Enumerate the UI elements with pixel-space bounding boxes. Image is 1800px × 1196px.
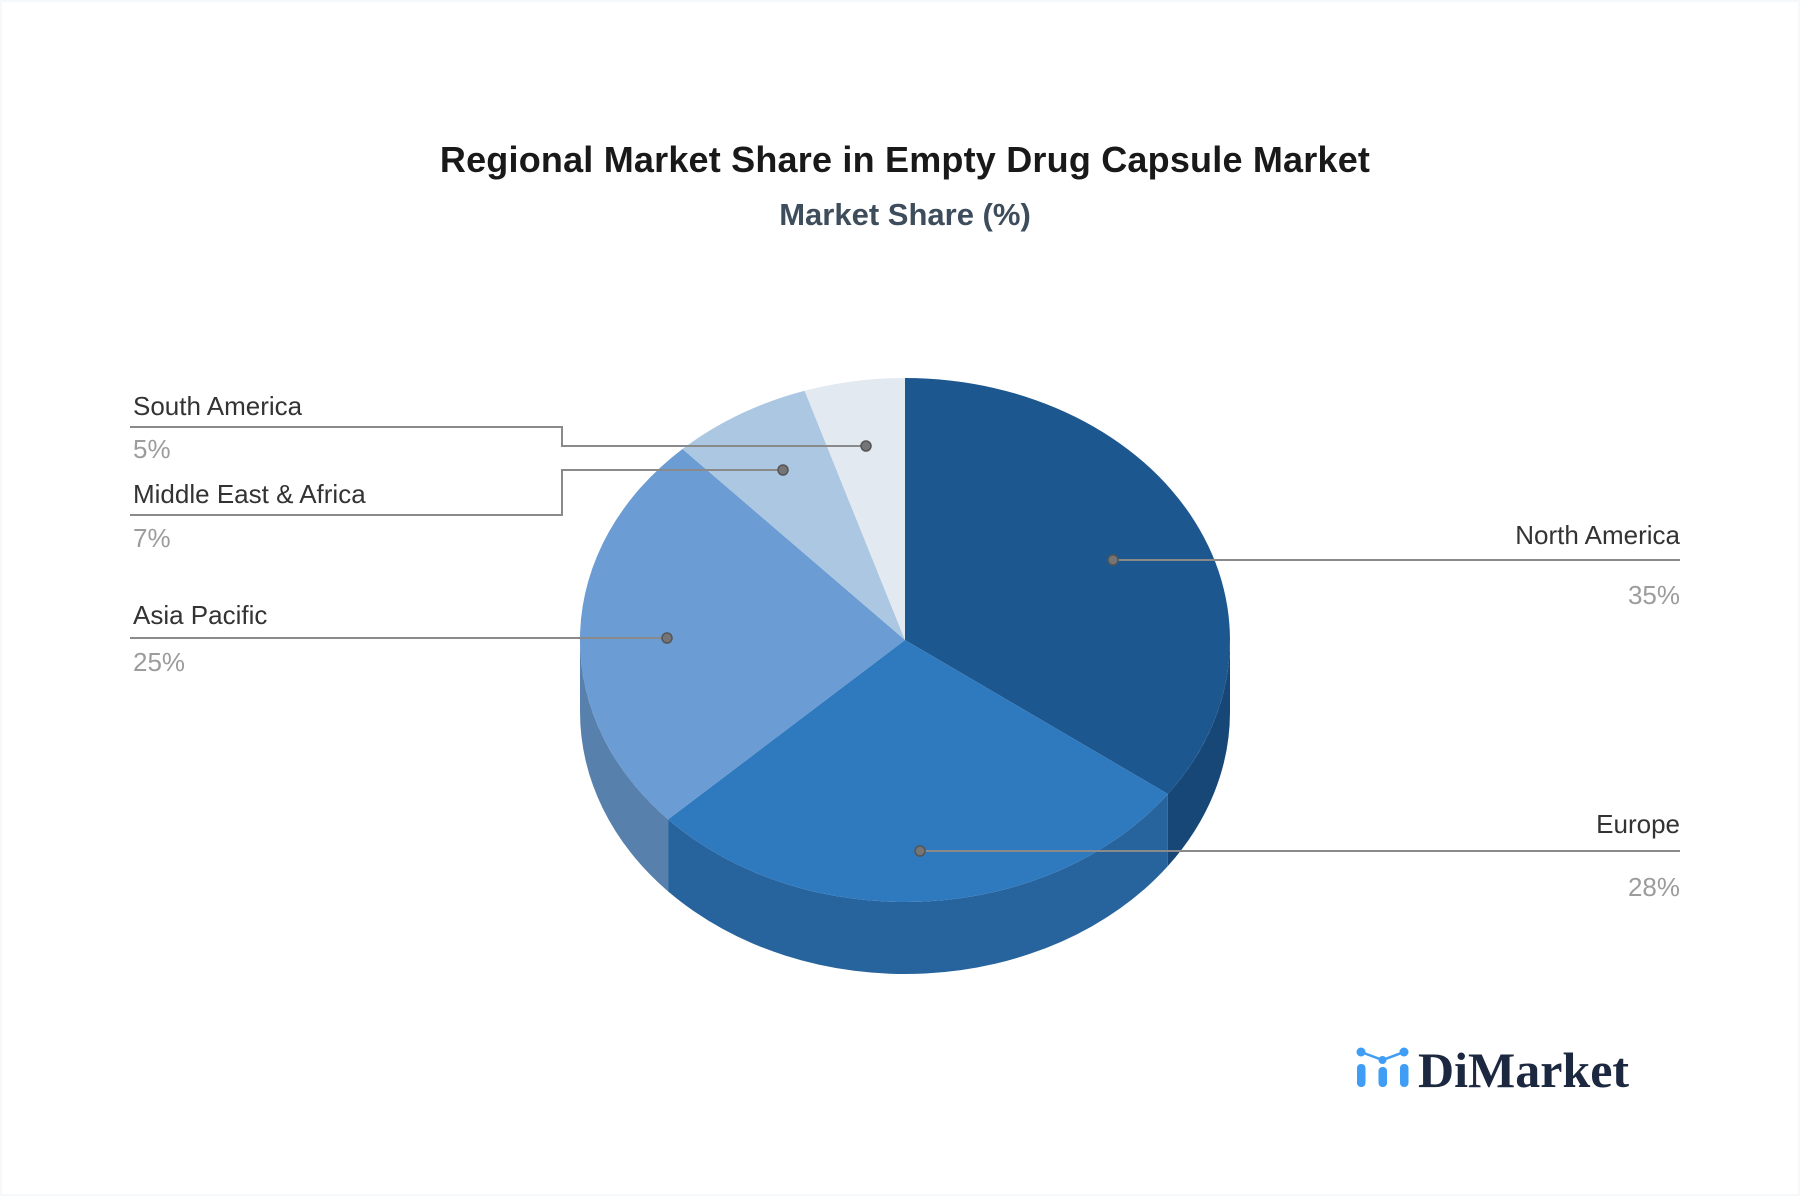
pie-slice-side-europe [668, 794, 1168, 975]
slice-value-middle-east-africa: 7% [133, 523, 171, 553]
bar-line-chart-icon [1356, 1047, 1409, 1087]
slice-label-north-america: North America [1515, 520, 1680, 550]
pie-slice-side-asia-pacific [580, 640, 669, 892]
slice-value-north-america: 35% [1628, 580, 1680, 610]
slice-value-europe: 28% [1628, 872, 1680, 902]
leader-dot-asia-pacific [661, 632, 673, 644]
leader-dot-europe [914, 845, 926, 857]
pie-slice-side-north-america [1167, 640, 1230, 866]
slice-label-south-america: South America [133, 391, 303, 421]
pie-slice-asia-pacific[interactable] [579, 449, 905, 820]
leader-line-south-america [130, 426, 866, 447]
leader-dot-middle-east-africa [777, 464, 789, 476]
slice-value-south-america: 5% [133, 434, 171, 464]
leader-dot-north-america [1107, 554, 1119, 566]
dimarket-logo: DiMarket [1356, 1042, 1629, 1098]
slice-label-middle-east-africa: Middle East & Africa [133, 479, 366, 509]
pie-slice-north-america[interactable] [905, 378, 1230, 794]
chart-title: Regional Market Share in Empty Drug Caps… [439, 139, 1371, 180]
leader-line-middle-east-africa [130, 469, 783, 516]
slice-label-asia-pacific: Asia Pacific [133, 600, 267, 630]
slice-label-europe: Europe [1596, 809, 1680, 839]
pie-slice-middle-east-africa[interactable] [682, 390, 906, 640]
slice-value-asia-pacific: 25% [133, 647, 185, 677]
leader-dot-south-america [860, 440, 872, 452]
logo-text: DiMarket [1418, 1042, 1629, 1098]
pie-slice-europe[interactable] [668, 640, 1168, 903]
pie-slice-south-america[interactable] [804, 378, 905, 640]
chart-subtitle: Market Share (%) [779, 197, 1031, 232]
